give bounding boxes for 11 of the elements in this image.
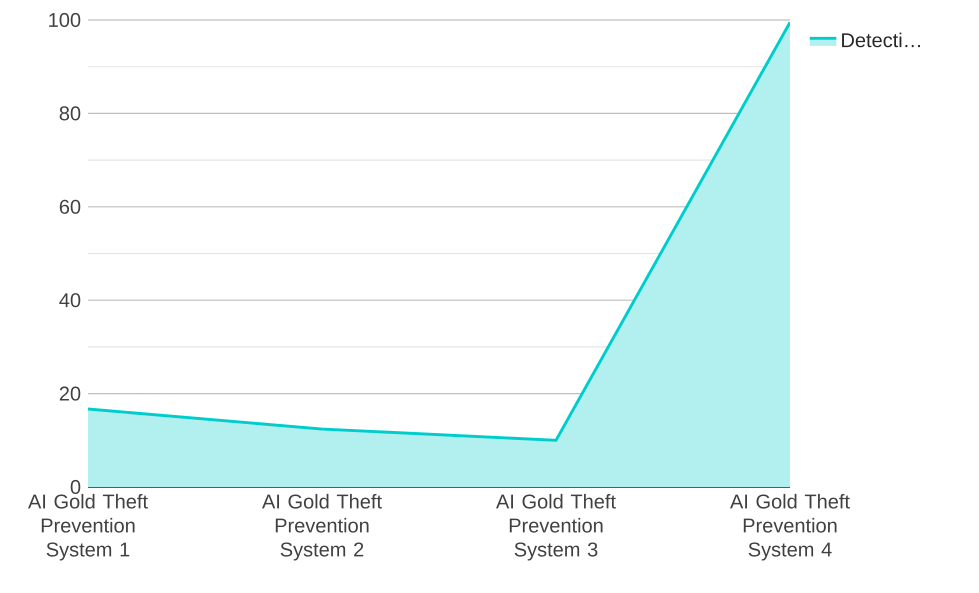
y-tick-label: 20: [60, 386, 80, 401]
y-tick-label: 80: [60, 106, 80, 120]
x-tick-label: AI Gold Theft Prevention System 3: [496, 494, 616, 561]
x-tick-label: AI Gold Theft Prevention System 1: [28, 494, 148, 561]
y-tick-label: 100: [49, 12, 80, 28]
x-tick-label: AI Gold Theft Prevention System 2: [262, 494, 382, 561]
legend-label: Detecti…: [842, 32, 920, 48]
y-tick-label: 40: [59, 293, 80, 308]
y-tick-label: 60: [60, 200, 80, 214]
x-tick-label: AI Gold Theft Prevention System 4: [730, 494, 850, 561]
y-tick-label: 0: [70, 480, 80, 494]
